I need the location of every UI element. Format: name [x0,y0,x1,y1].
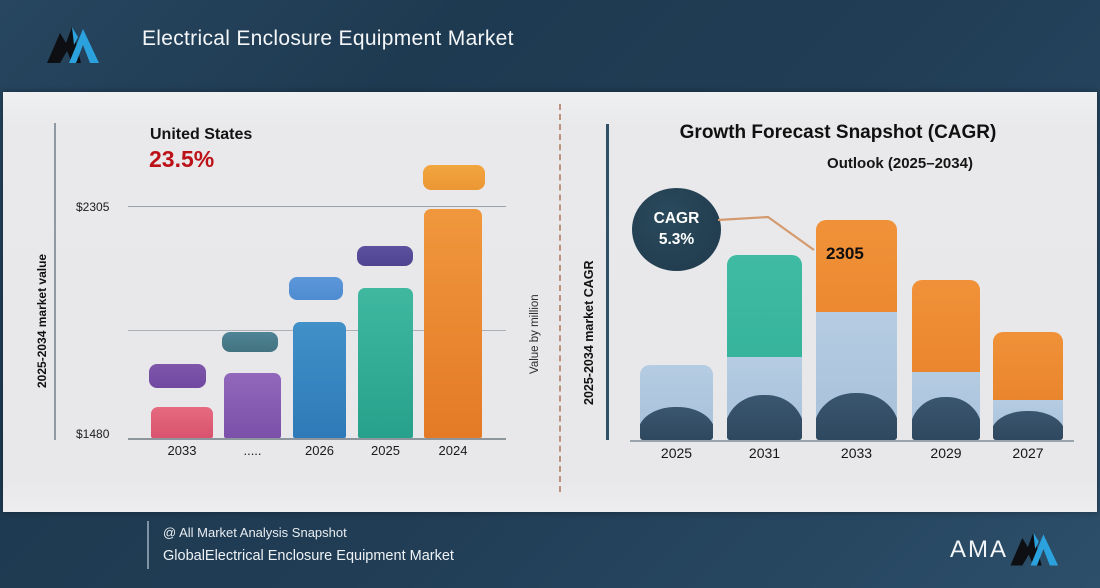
right-y-axis-label: 2025-2034 market CAGR [582,260,596,405]
right-x-label-2033: 2033 [840,445,873,461]
cagr-badge-label: CAGR [653,209,700,227]
left-y-axis-line [54,123,56,440]
left-x-label-2033: 2033 [167,443,197,458]
left-secondary-axis-label: Value by million [529,294,541,374]
right-bar-base-segment [640,407,713,440]
page-title: Electrical Enclosure Equipment Market [142,27,514,50]
annotated-bar-value: 2305 [826,244,864,263]
left-bar-cap-..... [222,332,278,352]
callout-connector-line [717,215,815,251]
gridline-2305 [128,206,506,207]
footer-ama-logo [1008,527,1066,571]
left-x-axis-line [128,438,506,440]
left-bar-2024 [424,209,482,438]
left-bar-2025 [358,288,413,438]
right-bar-base-segment [727,395,802,440]
left-x-label-2026: 2026 [305,443,334,458]
left-chart-growth-value: 23.5% [149,146,215,172]
left-bar-2033 [151,407,213,438]
cagr-badge-value: 5.3% [658,230,695,248]
left-x-label-2025: 2025 [371,443,400,458]
left-bar-cap-2024 [423,165,485,190]
right-bar-2027 [993,332,1063,440]
right-bar-2025 [640,365,713,440]
right-x-label-2027: 2027 [1012,445,1044,461]
right-y-axis-line [606,124,609,440]
right-x-label-2029: 2029 [930,445,962,461]
footer-note: @ All Market Analysis Snapshot [163,525,347,540]
panel-divider [559,104,561,492]
left-bar-cap-2026 [289,277,343,300]
ama-logo-icon [47,27,99,63]
left-x-label-2024: 2024 [438,443,468,458]
left-x-label-.....: ..... [243,443,262,458]
footer-ama-logo-icon [1010,532,1059,566]
right-bar-base-segment [912,397,980,440]
right-x-label-2025: 2025 [660,445,693,461]
left-tick-top: $2305 [76,200,110,214]
right-bar-2029 [912,280,980,440]
left-bar-cap-2033 [149,364,206,388]
right-chart-title: Growth Forecast Snapshot (CAGR) [679,122,997,143]
footer-brand-text: AMA [950,536,1009,563]
cagr-badge: CAGR 5.3% [632,188,721,271]
right-bar-base-segment [993,411,1063,440]
left-y-axis-label: 2025-2034 market value [35,253,49,388]
right-bar-2033 [816,220,897,440]
right-x-axis-line [630,440,1074,442]
footer-divider-line [147,521,149,569]
left-bar-2026 [293,322,346,438]
left-chart-heading: United States [150,126,253,143]
right-x-label-2031: 2031 [748,445,781,461]
right-chart-subtitle: Outlook (2025–2034) [827,155,973,172]
footer-report-name: GlobalElectrical Enclosure Equipment Mar… [163,548,454,564]
right-bar-2031 [727,255,802,440]
left-tick-bottom: $1480 [76,427,110,441]
left-bar-cap-2025 [357,246,413,266]
ama-logo [45,21,107,69]
right-bar-base-segment [816,393,897,440]
left-bar-..... [224,373,281,438]
